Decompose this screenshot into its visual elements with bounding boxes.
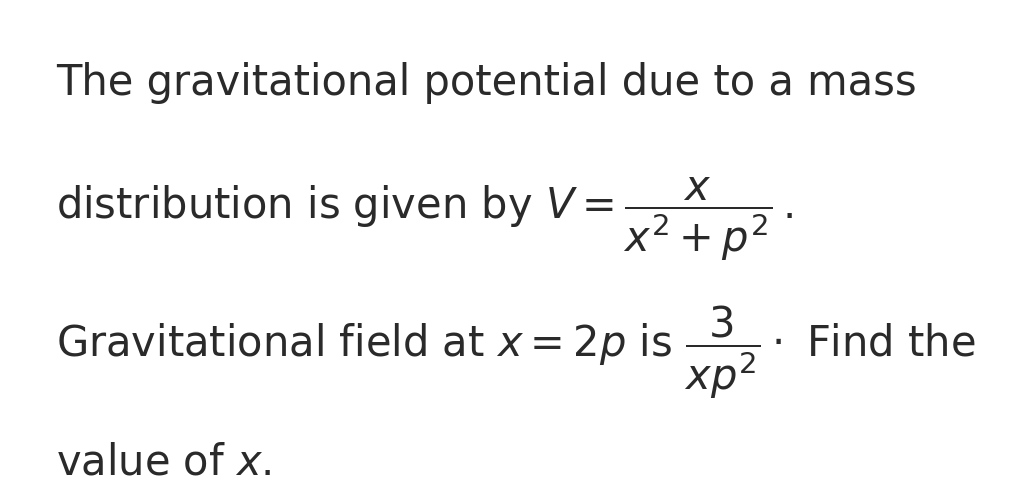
Text: Gravitational field at $x = 2p$ is $\dfrac{3}{xp^2}\cdot$ Find the: Gravitational field at $x = 2p$ is $\dfr…: [56, 303, 976, 401]
Text: The gravitational potential due to a mass: The gravitational potential due to a mas…: [56, 62, 916, 104]
Text: distribution is given by $V = \dfrac{x}{x^2 + p^2}\,.$: distribution is given by $V = \dfrac{x}{…: [56, 175, 793, 263]
Text: value of $x$.: value of $x$.: [56, 442, 272, 484]
